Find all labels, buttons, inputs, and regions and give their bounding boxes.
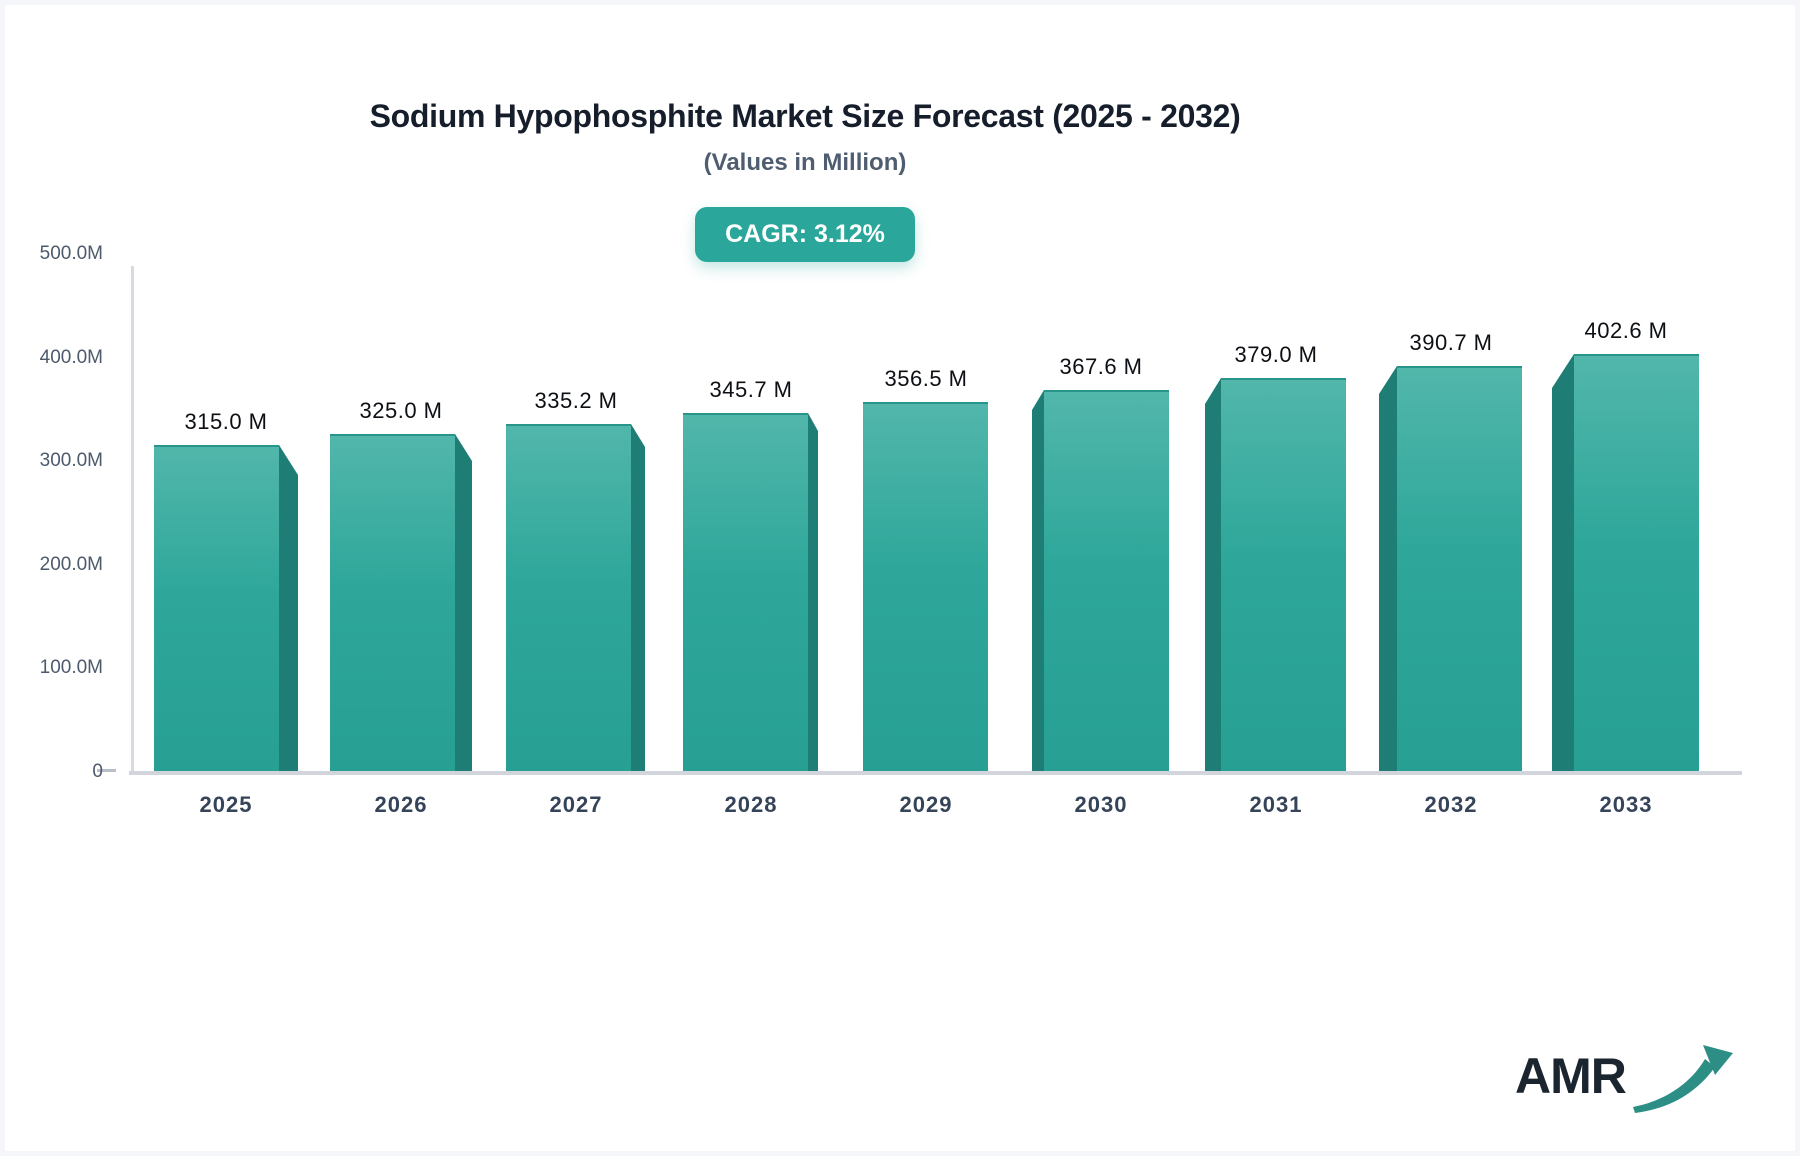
bar-side-face — [1379, 366, 1397, 771]
bar-2025 — [154, 445, 298, 771]
y-tick-label: 200.0M — [39, 553, 103, 575]
bar-side-face — [1032, 390, 1044, 771]
bar-2031 — [1205, 378, 1346, 771]
chart-header: Sodium Hypophosphite Market Size Forecas… — [0, 0, 1610, 262]
x-axis-label-2030: 2030 — [1074, 792, 1128, 817]
x-axis-label-2032: 2032 — [1424, 792, 1478, 817]
amr-logo-text: AMR — [1515, 1048, 1627, 1104]
bar-value-label: 356.5 M — [884, 366, 968, 391]
chart-subtitle: (Values in Million) — [703, 149, 907, 176]
bar-value-label: 379.0 M — [1234, 342, 1318, 367]
bar-value-label: 325.0 M — [359, 398, 443, 423]
bar-side-face — [631, 424, 645, 771]
bar-front-face — [154, 445, 279, 771]
x-axis-label-2033: 2033 — [1599, 792, 1653, 817]
bar-front-face — [1397, 366, 1522, 771]
y-tick-label: 300.0M — [39, 450, 103, 472]
bar-value-label: 315.0 M — [184, 409, 268, 434]
bar-value-label: 390.7 M — [1409, 330, 1493, 355]
bar-value-label: 367.6 M — [1059, 354, 1143, 379]
x-axis-label-2028: 2028 — [724, 792, 778, 817]
bar-value-label: 402.6 M — [1584, 318, 1668, 343]
bar-front-face — [683, 413, 808, 771]
bar-front-face — [506, 424, 631, 771]
bar-2027 — [506, 424, 645, 771]
bar-front-face — [1574, 354, 1699, 771]
x-axis-label-2026: 2026 — [374, 792, 428, 817]
bar-front-face — [1044, 390, 1169, 771]
amr-logo: AMR — [1515, 1035, 1755, 1125]
x-axis-label-2025: 2025 — [199, 792, 253, 817]
y-tick-label: 100.0M — [39, 657, 103, 679]
y-axis-line — [131, 266, 134, 772]
x-axis-label-2029: 2029 — [899, 792, 953, 817]
x-axis-label-2031: 2031 — [1249, 792, 1303, 817]
bar-2028 — [683, 413, 818, 771]
bar-side-face — [1552, 354, 1574, 771]
amr-logo-arrow-icon — [1633, 1045, 1733, 1113]
bar-side-face — [808, 413, 818, 771]
bar-value-label: 345.7 M — [709, 377, 793, 402]
zero-tick-mark — [97, 769, 116, 772]
bar-2026 — [330, 434, 472, 771]
bar-side-face — [455, 434, 472, 771]
y-tick-label: 0 — [92, 761, 103, 782]
bar-front-face — [330, 434, 455, 771]
bar-value-label: 335.2 M — [534, 388, 618, 413]
bar-side-face — [279, 445, 298, 771]
y-tick-label: 400.0M — [39, 346, 103, 368]
bar-2030 — [1032, 390, 1169, 771]
x-axis-label-2027: 2027 — [549, 792, 603, 817]
bar-2032 — [1379, 366, 1522, 771]
bar-front-face — [1221, 378, 1346, 771]
y-tick-label: 500.0M — [39, 243, 103, 264]
bar-front-face — [863, 402, 988, 771]
bar-2033 — [1552, 354, 1699, 771]
cagr-badge: CAGR: 3.12% — [695, 207, 915, 262]
chart-title: Sodium Hypophosphite Market Size Forecas… — [369, 98, 1241, 134]
bar-2029 — [863, 402, 988, 771]
x-axis-line — [129, 771, 1742, 775]
bar-side-face — [1205, 378, 1221, 771]
